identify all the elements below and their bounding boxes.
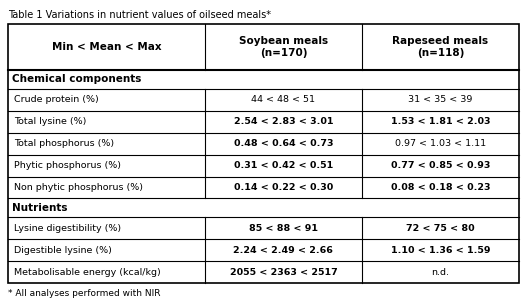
Text: Nutrients: Nutrients — [12, 203, 67, 213]
Text: 1.10 < 1.36 < 1.59: 1.10 < 1.36 < 1.59 — [391, 246, 490, 255]
Text: Total phosphorus (%): Total phosphorus (%) — [14, 139, 114, 148]
Text: Soybean meals
(n=170): Soybean meals (n=170) — [239, 36, 328, 58]
Text: Crude protein (%): Crude protein (%) — [14, 95, 99, 104]
Text: Digestible lysine (%): Digestible lysine (%) — [14, 246, 112, 255]
Text: 31 < 35 < 39: 31 < 35 < 39 — [408, 95, 473, 104]
Text: 72 < 75 < 80: 72 < 75 < 80 — [406, 224, 475, 233]
Text: 0.77 < 0.85 < 0.93: 0.77 < 0.85 < 0.93 — [391, 161, 490, 170]
Text: Rapeseed meals
(n=118): Rapeseed meals (n=118) — [393, 36, 489, 58]
Text: Total lysine (%): Total lysine (%) — [14, 117, 86, 126]
Text: 0.97 < 1.03 < 1.11: 0.97 < 1.03 < 1.11 — [395, 139, 486, 148]
Text: Min < Mean < Max: Min < Mean < Max — [52, 42, 161, 52]
Text: Metabolisable energy (kcal/kg): Metabolisable energy (kcal/kg) — [14, 267, 161, 277]
Text: 2.54 < 2.83 < 3.01: 2.54 < 2.83 < 3.01 — [233, 117, 333, 126]
Text: Chemical components: Chemical components — [12, 74, 141, 84]
Text: 2.24 < 2.49 < 2.66: 2.24 < 2.49 < 2.66 — [233, 246, 334, 255]
Text: Non phytic phosphorus (%): Non phytic phosphorus (%) — [14, 183, 143, 192]
Text: 0.31 < 0.42 < 0.51: 0.31 < 0.42 < 0.51 — [234, 161, 333, 170]
Text: 0.14 < 0.22 < 0.30: 0.14 < 0.22 < 0.30 — [234, 183, 333, 192]
Text: Table 1 Variations in nutrient values of oilseed meals*: Table 1 Variations in nutrient values of… — [8, 10, 271, 20]
Bar — [8, 24, 519, 283]
Text: 0.48 < 0.64 < 0.73: 0.48 < 0.64 < 0.73 — [233, 139, 333, 148]
Text: 2055 < 2363 < 2517: 2055 < 2363 < 2517 — [230, 267, 337, 277]
Text: 1.53 < 1.81 < 2.03: 1.53 < 1.81 < 2.03 — [391, 117, 490, 126]
Text: 0.08 < 0.18 < 0.23: 0.08 < 0.18 < 0.23 — [391, 183, 490, 192]
Text: n.d.: n.d. — [432, 267, 450, 277]
Text: Phytic phosphorus (%): Phytic phosphorus (%) — [14, 161, 121, 170]
Text: 44 < 48 < 51: 44 < 48 < 51 — [251, 95, 316, 104]
Text: 85 < 88 < 91: 85 < 88 < 91 — [249, 224, 318, 233]
Text: Lysine digestibility (%): Lysine digestibility (%) — [14, 224, 121, 233]
Text: * All analyses performed with NIR: * All analyses performed with NIR — [8, 289, 161, 298]
